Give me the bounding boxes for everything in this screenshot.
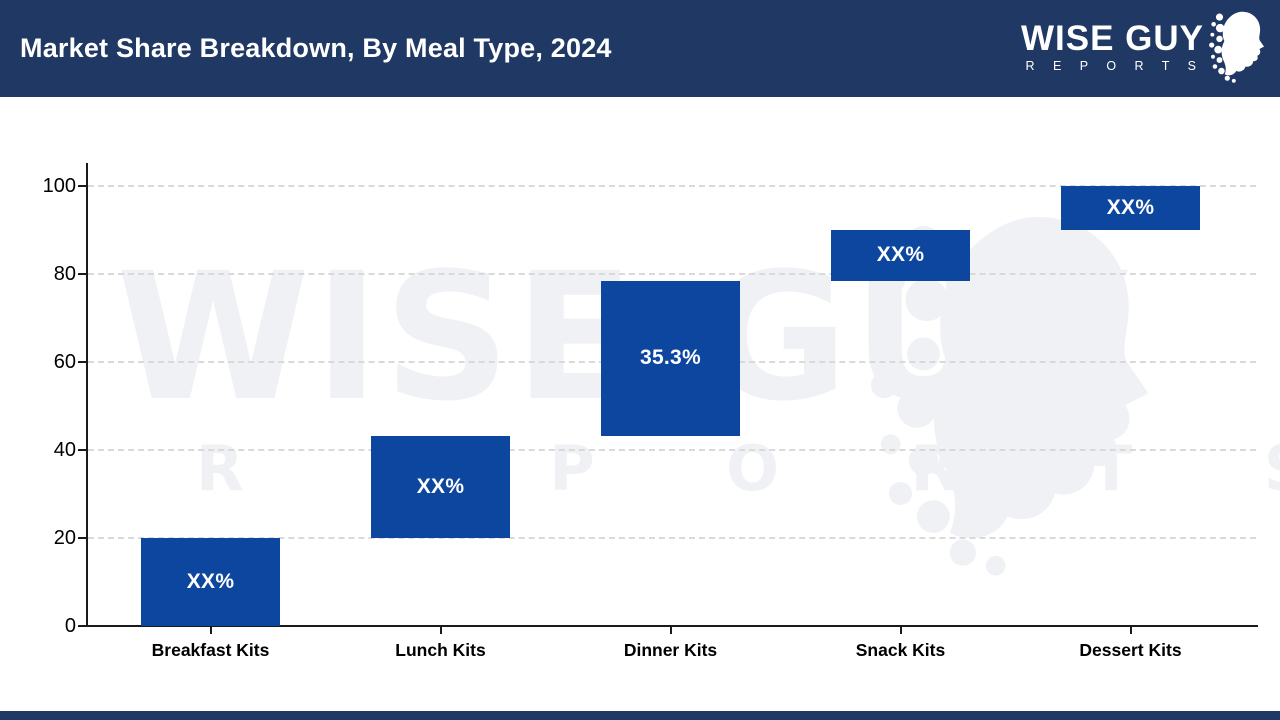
header-band: Market Share Breakdown, By Meal Type, 20… xyxy=(0,0,1280,97)
page-title: Market Share Breakdown, By Meal Type, 20… xyxy=(20,33,612,63)
x-tick-mark xyxy=(669,627,672,634)
category-label: Lunch Kits xyxy=(395,640,486,660)
y-tick-label: 60 xyxy=(53,351,76,373)
bar: XX% xyxy=(831,230,970,281)
bar-value-label: XX% xyxy=(1106,196,1155,219)
bar-value-label: XX% xyxy=(416,474,465,498)
footer-bar xyxy=(0,711,1280,720)
category-label: Dinner Kits xyxy=(623,640,718,660)
y-tick-label: 0 xyxy=(64,615,76,637)
category-label: Dessert Kits xyxy=(1079,640,1182,660)
brand-logo: WISE GUY R E P O R T S xyxy=(1021,8,1272,86)
brand-face-icon xyxy=(1206,8,1272,86)
y-gridline xyxy=(88,537,1256,539)
brand-subtitle: R E P O R T S xyxy=(1025,58,1204,73)
x-axis-line xyxy=(86,625,1258,627)
x-tick-mark xyxy=(899,627,902,634)
bar: XX% xyxy=(1061,186,1200,230)
bar: 35.3% xyxy=(601,280,740,436)
y-tick-label: 40 xyxy=(53,439,76,461)
y-tick-label: 100 xyxy=(42,175,76,197)
category-label: Snack Kits xyxy=(855,640,946,660)
brand-name: WISE GUY xyxy=(1020,19,1204,59)
y-tick-mark xyxy=(78,185,86,187)
y-tick-label: 20 xyxy=(53,527,76,549)
bar-value-label: XX% xyxy=(186,570,235,593)
brand-logo-text: WISE GUY R E P O R T S xyxy=(1020,19,1204,73)
x-tick-mark xyxy=(1129,627,1132,634)
category-label: Breakfast Kits xyxy=(151,640,270,660)
bar-value-label: XX% xyxy=(876,243,925,267)
y-tick-mark xyxy=(78,625,86,627)
y-tick-mark xyxy=(78,537,86,539)
y-axis-line xyxy=(86,163,88,627)
bar: XX% xyxy=(371,435,510,538)
y-gridline xyxy=(88,185,1256,187)
y-tick-mark xyxy=(78,361,86,363)
bar: XX% xyxy=(141,538,280,626)
y-tick-label: 80 xyxy=(53,263,76,285)
y-tick-mark xyxy=(78,449,86,451)
y-gridline xyxy=(88,273,1256,275)
y-gridline xyxy=(88,449,1256,451)
x-tick-mark xyxy=(439,627,442,634)
bar-value-label: 35.3% xyxy=(639,346,702,370)
x-tick-mark xyxy=(209,627,212,634)
y-tick-mark xyxy=(78,273,86,275)
